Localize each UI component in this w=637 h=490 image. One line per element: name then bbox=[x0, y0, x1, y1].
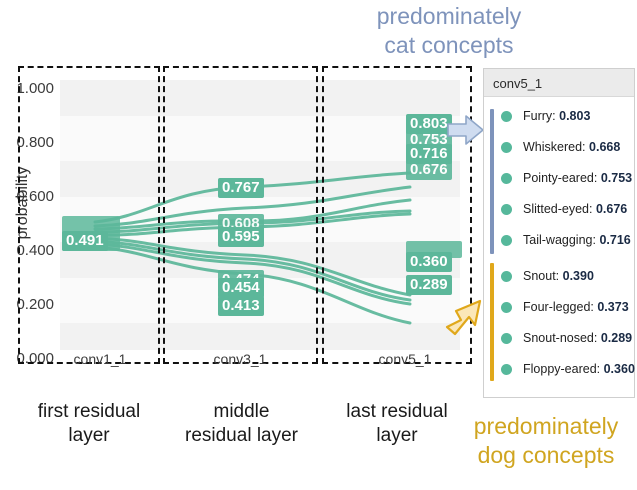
list-item[interactable]: Tail-wagging: 0.716 bbox=[484, 225, 634, 256]
concept-value: 0.668 bbox=[589, 140, 621, 154]
concept-value: 0.360 bbox=[603, 362, 635, 376]
value-label: 0.454 bbox=[218, 278, 264, 298]
concept-value: 0.803 bbox=[559, 109, 591, 123]
grid-band bbox=[60, 80, 460, 116]
concept-label: Snout: bbox=[523, 269, 560, 283]
list-item[interactable]: Furry: 0.803 bbox=[484, 101, 634, 132]
concept-value: 0.676 bbox=[595, 202, 628, 216]
x-tick-label: conv3_1 bbox=[213, 351, 267, 367]
concept-label: Four-legged: bbox=[523, 300, 594, 314]
y-tick-label: 0.400 bbox=[16, 242, 54, 259]
region-box-middle-layer bbox=[163, 66, 318, 364]
concept-label: Pointy-eared: bbox=[523, 171, 598, 185]
caption-last-layer: last residual layer bbox=[322, 400, 472, 448]
dog-concept-group: Snout: 0.390 Four-legged: 0.373 Snout-no… bbox=[484, 261, 635, 391]
value-label: 0.491 bbox=[62, 231, 108, 251]
x-tick-label: conv1_1 bbox=[73, 351, 127, 367]
concept-label: Floppy-eared: bbox=[523, 362, 601, 376]
concept-dot-icon bbox=[501, 364, 512, 375]
grid-band bbox=[60, 323, 460, 350]
concept-label: Tail-wagging: bbox=[523, 233, 596, 247]
x-tick-label: conv5_1 bbox=[378, 351, 432, 367]
concept-dot-icon bbox=[501, 333, 512, 344]
series-line-snout bbox=[93, 236, 412, 297]
list-item[interactable]: Four-legged: 0.373 bbox=[484, 292, 634, 323]
list-item[interactable]: Snout-nosed: 0.289 bbox=[484, 323, 634, 354]
y-tick-label: 1.000 bbox=[16, 80, 54, 97]
concept-dot-icon bbox=[501, 173, 512, 184]
caption-middle-line2: residual layer bbox=[185, 425, 298, 446]
y-tick-label: 0.600 bbox=[16, 188, 54, 205]
concept-label: Snout-nosed: bbox=[523, 331, 598, 345]
caption-middle-layer: middle residual layer bbox=[164, 400, 319, 448]
caption-first-layer: first residual layer bbox=[14, 400, 164, 448]
series-line-pointy-eared bbox=[93, 185, 412, 228]
cat-annotation-line1: predominately bbox=[376, 3, 522, 29]
y-tick-label: 0.200 bbox=[16, 296, 54, 313]
cat-annotation-line2: cat concepts bbox=[384, 32, 514, 58]
orange-arrow-icon bbox=[445, 299, 482, 336]
value-label: 0.803 bbox=[406, 114, 452, 134]
region-box-first-layer bbox=[18, 66, 160, 364]
value-label: 0.595 bbox=[218, 227, 264, 247]
concept-label: Furry: bbox=[523, 109, 556, 123]
series-line-floppy-eared bbox=[93, 242, 412, 306]
dog-annotation-line1: predominately bbox=[473, 413, 619, 439]
concept-dot-icon bbox=[501, 204, 512, 215]
concept-dot-icon bbox=[501, 235, 512, 246]
dog-group-accent-bar bbox=[490, 263, 494, 381]
value-label: 0.413 bbox=[218, 296, 264, 316]
concept-value: 0.390 bbox=[562, 269, 594, 283]
list-item[interactable]: Floppy-eared: 0.360 bbox=[484, 354, 635, 385]
cat-concepts-annotation: predominately cat concepts bbox=[334, 2, 564, 60]
concept-legend-panel[interactable]: conv5_1 Furry: 0.803 Whiskered: 0.668 Po… bbox=[483, 68, 635, 398]
list-item[interactable]: Whiskered: 0.668 bbox=[484, 132, 634, 163]
region-box-last-layer bbox=[322, 66, 472, 364]
concept-label: Whiskered: bbox=[523, 140, 586, 154]
concept-dot-icon bbox=[501, 302, 512, 313]
caption-middle-line1: middle bbox=[213, 401, 270, 422]
list-item[interactable]: Slitted-eyed: 0.676 bbox=[484, 194, 634, 225]
value-label: 0.360 bbox=[406, 252, 452, 272]
caption-last-line2: layer bbox=[376, 425, 418, 446]
panel-body: Furry: 0.803 Whiskered: 0.668 Pointy-ear… bbox=[484, 97, 635, 391]
dog-annotation-line2: dog concepts bbox=[477, 442, 615, 468]
concept-value: 0.716 bbox=[599, 233, 631, 247]
value-label: 0.767 bbox=[218, 178, 264, 198]
list-item[interactable]: Pointy-eared: 0.753 bbox=[484, 163, 634, 194]
cat-group-accent-bar bbox=[490, 109, 494, 254]
line-chart: probability 1.000 0.800 0.600 0.400 0.20… bbox=[0, 66, 472, 367]
y-tick-label: 0.800 bbox=[16, 134, 54, 151]
list-item[interactable]: Snout: 0.390 bbox=[484, 261, 634, 292]
value-label: 0.289 bbox=[406, 275, 452, 295]
concept-dot-icon bbox=[501, 111, 512, 122]
concept-dot-icon bbox=[501, 271, 512, 282]
cat-concept-group: Furry: 0.803 Whiskered: 0.668 Pointy-ear… bbox=[484, 101, 634, 261]
concept-value: 0.753 bbox=[600, 171, 633, 185]
dog-concepts-annotation: predominately dog concepts bbox=[455, 412, 637, 470]
concept-label: Slitted-eyed: bbox=[523, 202, 593, 216]
value-label: 0.716 bbox=[406, 144, 452, 164]
series-line-four-legged bbox=[93, 239, 412, 302]
concept-value: 0.289 bbox=[600, 331, 633, 345]
value-label-occluded: 0.676 bbox=[406, 160, 452, 180]
panel-title: conv5_1 bbox=[484, 69, 634, 97]
caption-last-line1: last residual bbox=[346, 401, 448, 422]
concept-value: 0.373 bbox=[597, 300, 629, 314]
caption-first-line1: first residual bbox=[37, 401, 141, 422]
caption-first-line2: layer bbox=[68, 425, 110, 446]
blue-arrow-icon bbox=[447, 115, 484, 145]
concept-dot-icon bbox=[501, 142, 512, 153]
